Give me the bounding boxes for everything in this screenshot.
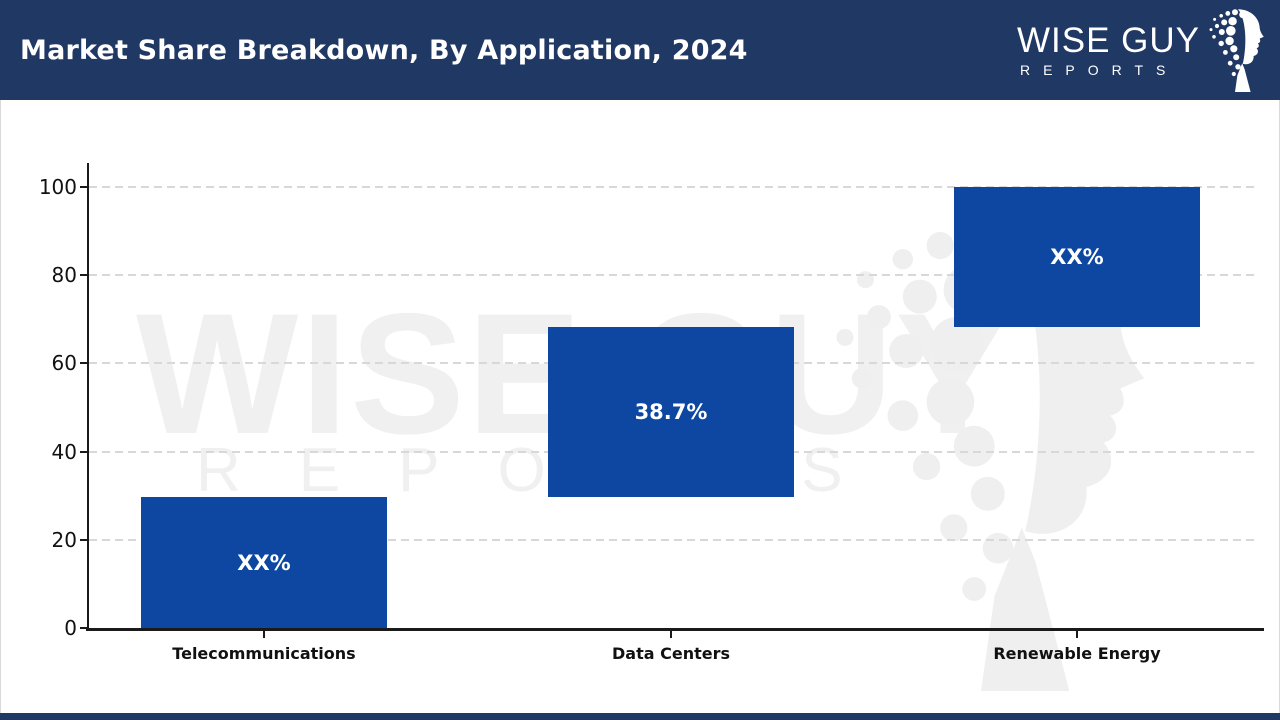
y-axis-line bbox=[87, 163, 89, 631]
chart-canvas: WISE GUY REPORTS 020406080100XX%Telecomm… bbox=[0, 100, 1280, 713]
footer-bar bbox=[0, 713, 1280, 720]
logo-subtitle: REPORTS bbox=[1019, 62, 1179, 78]
bar-telecommunications: XX% bbox=[141, 497, 387, 628]
y-tick-label: 100 bbox=[38, 175, 77, 199]
y-tick-label: 60 bbox=[51, 351, 77, 376]
y-tick-mark bbox=[80, 538, 88, 541]
plot-area: 0 20 40 60 80 100 XX% Telecommunications 38.7% Da… bbox=[1, 100, 1279, 713]
y-tick-mark bbox=[80, 627, 88, 629]
bar-value-label: 38.7% bbox=[634, 400, 708, 425]
gridline-y-80 bbox=[89, 274, 1259, 277]
x-axis-label-renewable-energy: Renewable Energy bbox=[993, 644, 1161, 663]
page-title: Market Share Breakdown, By Application, … bbox=[20, 34, 748, 66]
bar-value-label: XX% bbox=[1050, 244, 1104, 269]
y-tick-label: 20 bbox=[51, 527, 77, 552]
y-tick-mark bbox=[80, 362, 88, 365]
header: Market Share Breakdown, By Application, … bbox=[0, 0, 1280, 100]
wise-guy-reports-logo: WISE GUY REPORTS bbox=[1017, 4, 1266, 96]
y-tick-mark bbox=[80, 274, 88, 277]
y-tick-label: 40 bbox=[51, 439, 77, 464]
x-tick-mark bbox=[1076, 631, 1078, 638]
bar-value-label: XX% bbox=[237, 550, 291, 575]
logo-text: WISE GUY REPORTS bbox=[1016, 21, 1200, 79]
gridline-y-20 bbox=[89, 538, 1259, 541]
y-tick-mark bbox=[80, 450, 88, 453]
y-tick-label: 80 bbox=[51, 263, 77, 288]
x-axis-label-data-centers: Data Centers bbox=[612, 644, 730, 663]
bar-data-centers: 38.7% bbox=[548, 326, 794, 498]
head-profile-dots-icon bbox=[1209, 9, 1264, 92]
y-tick-mark bbox=[80, 186, 88, 188]
y-tick-label: 0 bbox=[64, 616, 77, 640]
x-tick-mark bbox=[670, 631, 672, 638]
logo-name: WISE GUY bbox=[1016, 21, 1200, 60]
x-axis-line bbox=[86, 628, 1264, 631]
x-axis-label-telecommunications: Telecommunications bbox=[172, 644, 356, 663]
gridline-y-100 bbox=[89, 186, 1259, 188]
x-tick-mark bbox=[263, 631, 265, 638]
bar-renewable-energy: XX% bbox=[954, 187, 1200, 327]
